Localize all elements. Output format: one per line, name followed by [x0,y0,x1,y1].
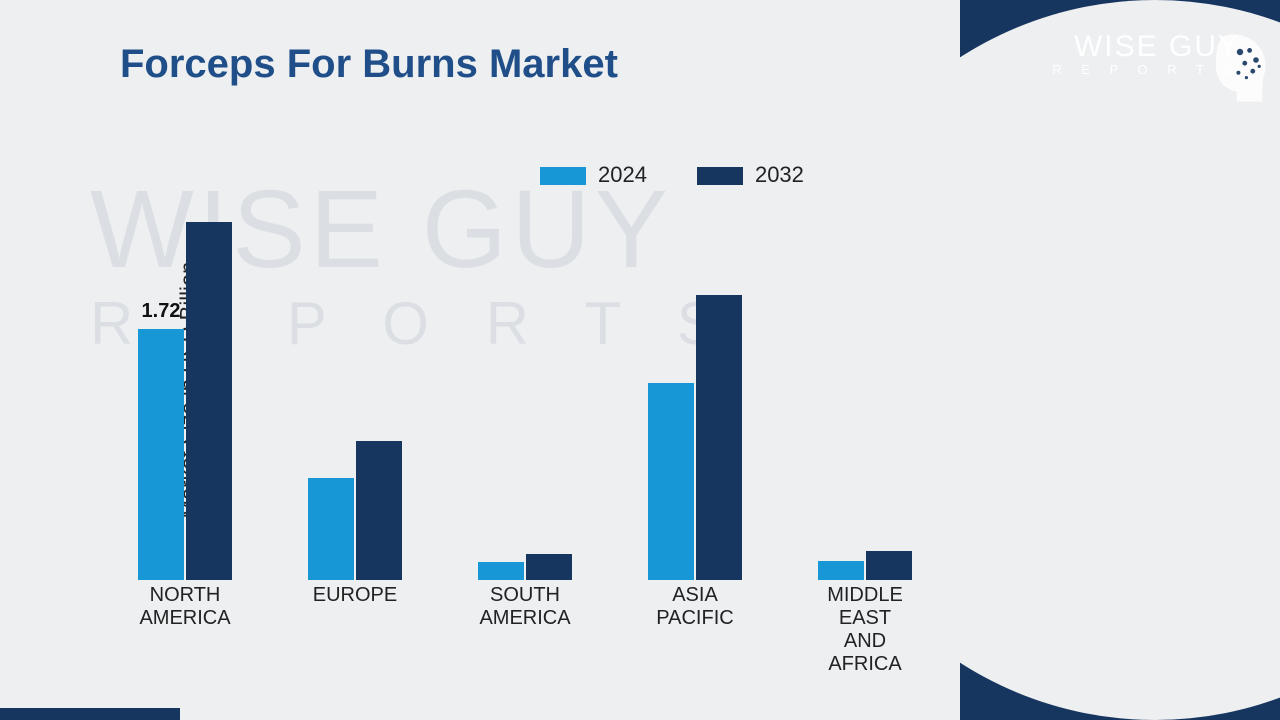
bar [186,222,232,580]
legend: 2024 2032 [540,162,804,188]
x-axis-label: ASIA PACIFIC [656,584,733,630]
legend-swatch-2024 [540,167,586,185]
bar [648,383,694,580]
bar [138,329,184,580]
chart-title: Forceps For Burns Market [120,42,618,87]
bar [696,295,742,580]
bar [478,562,524,580]
bar [866,551,912,580]
bar-chart: Market Size in USD Billion 1.72 [90,200,1010,580]
x-axis-label: EUROPE [313,584,397,607]
legend-item-2032: 2032 [697,162,804,188]
footer-accent [0,708,180,720]
bar [308,478,354,580]
legend-label-2024: 2024 [598,162,647,187]
report-card: WISE GUY R E P O R T S Forceps For Burns… [0,0,1280,720]
x-axis-label: SOUTH AMERICA [479,584,570,630]
brand-line2: R E P O R T S [1052,62,1240,77]
bar-group [648,295,742,580]
legend-swatch-2032 [697,167,743,185]
plot-area: 1.72 [128,200,998,580]
bar [818,561,864,580]
bar-group [308,441,402,580]
x-axis-label: MIDDLE EAST AND AFRICA [827,584,903,676]
brand-line1: WISE GUY [1052,30,1240,64]
x-axis-label: NORTH AMERICA [139,584,230,630]
legend-label-2032: 2032 [755,162,804,187]
brand-logo: WISE GUY R E P O R T S [1052,30,1240,77]
bar-group [478,554,572,580]
legend-item-2024: 2024 [540,162,647,188]
bar-group [818,551,912,580]
bar [356,441,402,580]
bar [526,554,572,580]
bar-group [138,222,232,580]
